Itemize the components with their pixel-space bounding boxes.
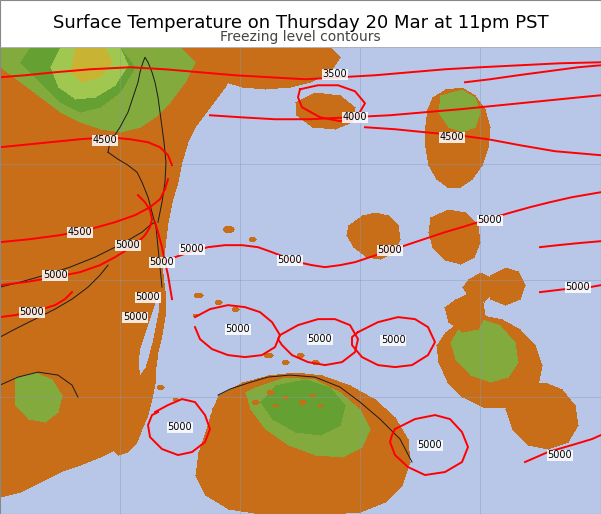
Text: 5000: 5000 bbox=[180, 244, 204, 254]
Text: 5000: 5000 bbox=[123, 312, 147, 322]
Text: 5000: 5000 bbox=[226, 324, 250, 334]
Text: 5000: 5000 bbox=[150, 257, 174, 267]
Text: 5000: 5000 bbox=[136, 292, 160, 302]
Text: 5000: 5000 bbox=[566, 282, 590, 292]
Text: 5000: 5000 bbox=[43, 270, 67, 280]
Text: 5000: 5000 bbox=[115, 240, 140, 250]
Text: 4500: 4500 bbox=[68, 227, 93, 237]
Text: 5000: 5000 bbox=[418, 440, 442, 450]
Text: 5000: 5000 bbox=[20, 307, 44, 317]
Text: 4500: 4500 bbox=[440, 132, 465, 142]
Text: 5000: 5000 bbox=[278, 255, 302, 265]
Text: 4000: 4000 bbox=[343, 112, 367, 122]
Text: 4500: 4500 bbox=[93, 135, 117, 145]
Text: 5000: 5000 bbox=[380, 335, 405, 345]
Text: Freezing level contours: Freezing level contours bbox=[220, 30, 381, 44]
Text: 3500: 3500 bbox=[323, 69, 347, 79]
Text: 5000: 5000 bbox=[478, 215, 502, 225]
Text: 5000: 5000 bbox=[308, 334, 332, 344]
Text: Surface Temperature on Thursday 20 Mar at 11pm PST: Surface Temperature on Thursday 20 Mar a… bbox=[53, 14, 548, 32]
Text: 5000: 5000 bbox=[548, 450, 572, 460]
Text: 5000: 5000 bbox=[377, 245, 402, 255]
Text: 5000: 5000 bbox=[168, 422, 192, 432]
